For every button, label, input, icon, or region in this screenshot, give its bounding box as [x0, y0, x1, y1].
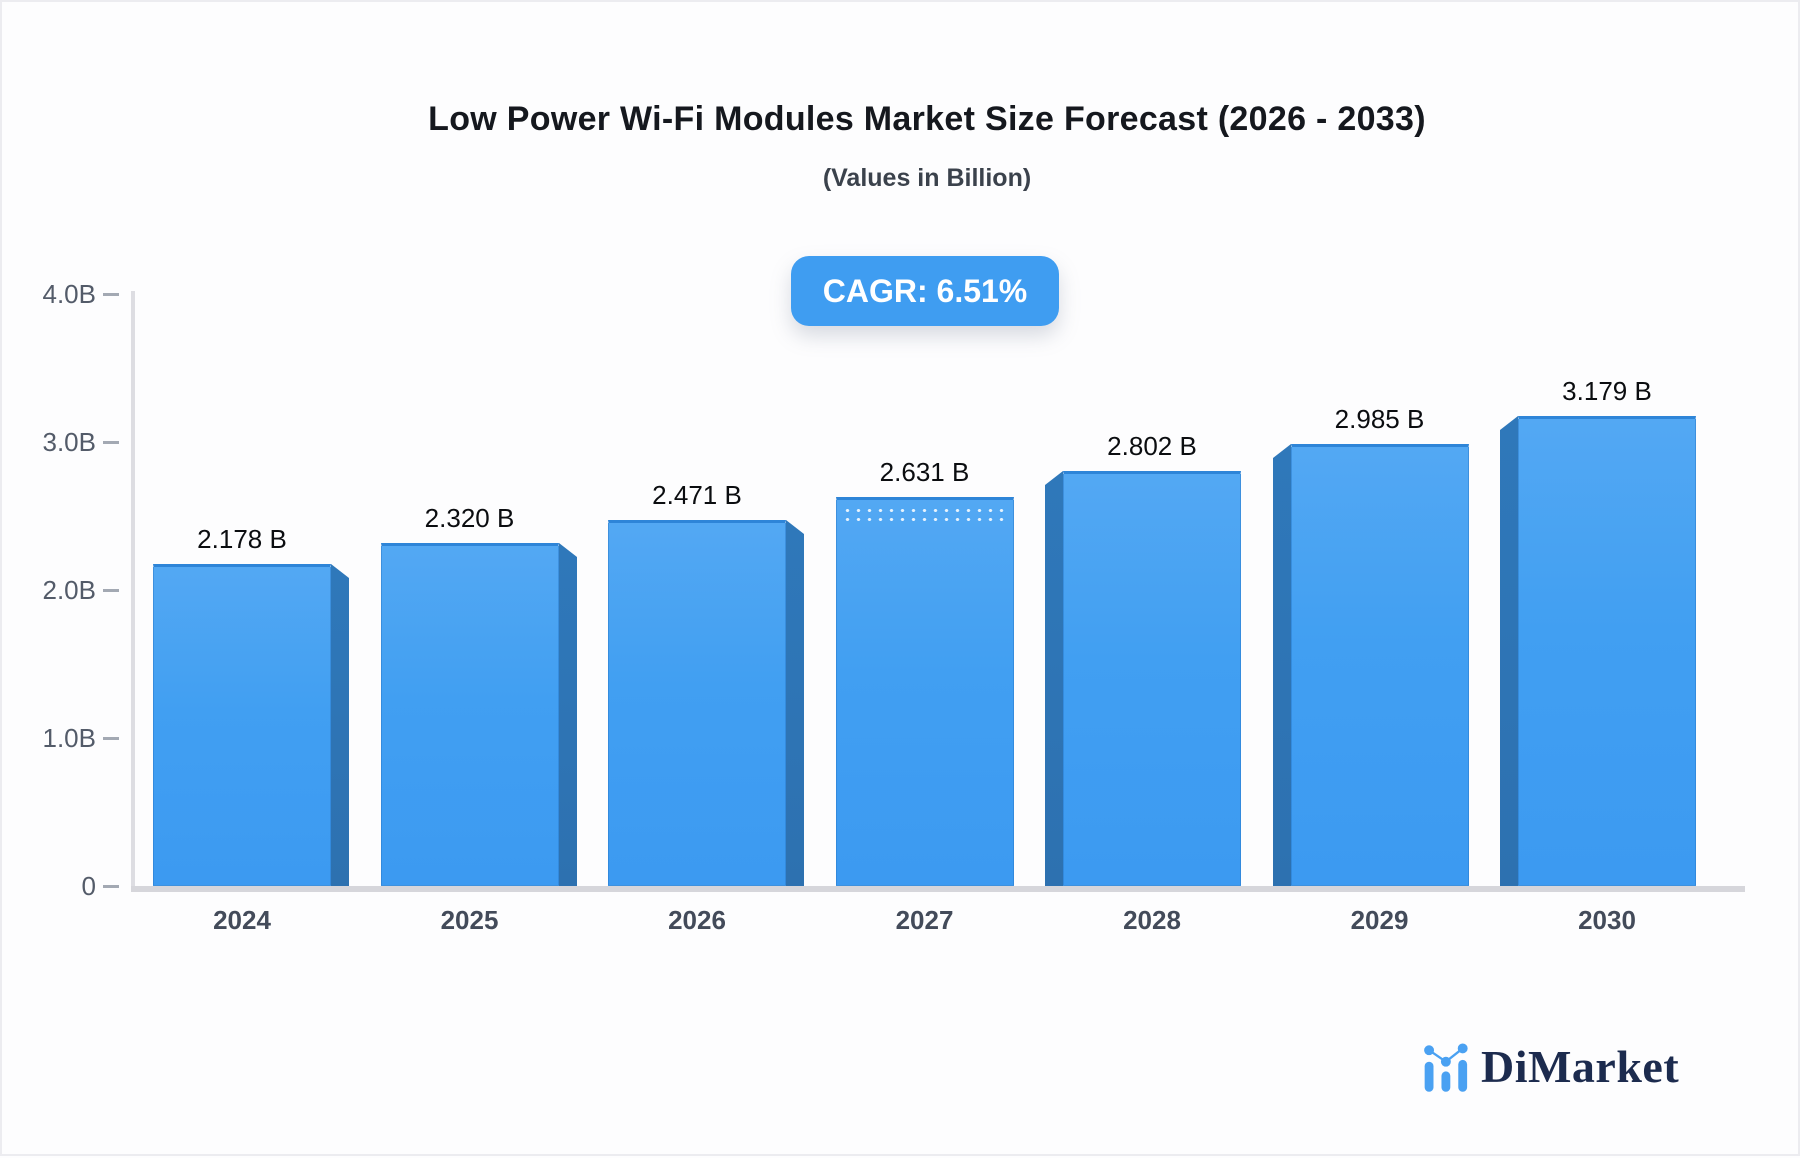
y-axis-line	[131, 291, 135, 892]
y-axis-tick	[103, 885, 119, 888]
y-axis-tick-label: 0	[81, 871, 96, 901]
bar-value-label: 2.471 B	[652, 480, 742, 510]
x-axis-label: 2029	[1350, 905, 1409, 935]
cagr-badge: CAGR: 6.51%	[791, 256, 1059, 326]
bar-2030[interactable]	[1518, 416, 1696, 886]
chart-title: Low Power Wi-Fi Modules Market Size Fore…	[428, 100, 1426, 138]
bar-value-label: 2.985 B	[1334, 404, 1425, 434]
bar-value-label: 2.631 B	[879, 457, 970, 487]
y-axis-tick-label: 3.0B	[42, 427, 97, 457]
cagr-badge-label: CAGR: 6.51%	[822, 272, 1028, 309]
bar-value-label: 2.320 B	[424, 503, 515, 533]
y-axis-tick	[103, 441, 119, 444]
bar-side-face	[1273, 444, 1291, 886]
forecast-dots-pattern	[842, 506, 1008, 524]
x-axis-label: 2030	[1578, 905, 1636, 935]
bar-2025[interactable]	[381, 543, 559, 886]
bar-side-face	[786, 520, 804, 886]
bar-2024[interactable]	[153, 564, 331, 886]
y-axis-tick-label: 1.0B	[42, 723, 97, 753]
x-axis-label: 2026	[668, 905, 726, 935]
x-axis-label: 2025	[440, 905, 499, 935]
bar-side-face	[559, 543, 577, 886]
bar-value-label: 2.802 B	[1107, 431, 1197, 461]
x-axis-label: 2028	[1123, 905, 1181, 935]
bar-chart-logo-icon	[1424, 1042, 1468, 1092]
chart-subtitle: (Values in Billion)	[822, 164, 1032, 192]
bar-value-label: 3.179 B	[1562, 376, 1652, 406]
bar-2027[interactable]	[836, 497, 1014, 886]
brand-logo[interactable]: DiMarket	[1422, 1040, 1679, 1093]
bar-side-face	[1045, 471, 1063, 886]
y-axis-tick	[103, 293, 119, 296]
x-axis-label: 2024	[213, 905, 271, 935]
y-axis-tick	[103, 737, 119, 740]
bar-value-label: 2.178 B	[197, 524, 287, 554]
bar-2029[interactable]	[1291, 444, 1469, 886]
bar-2026[interactable]	[608, 520, 786, 886]
y-axis-tick	[103, 589, 119, 592]
bar-side-face	[331, 564, 349, 886]
y-axis-tick-label: 4.0B	[42, 279, 97, 309]
x-axis-line	[131, 886, 1745, 892]
brand-name: DiMarket	[1481, 1041, 1680, 1092]
y-axis-tick-label: 2.0B	[42, 575, 97, 605]
x-axis-label: 2027	[895, 905, 954, 935]
bar-side-face	[1500, 416, 1518, 886]
bar-2028[interactable]	[1063, 471, 1241, 886]
